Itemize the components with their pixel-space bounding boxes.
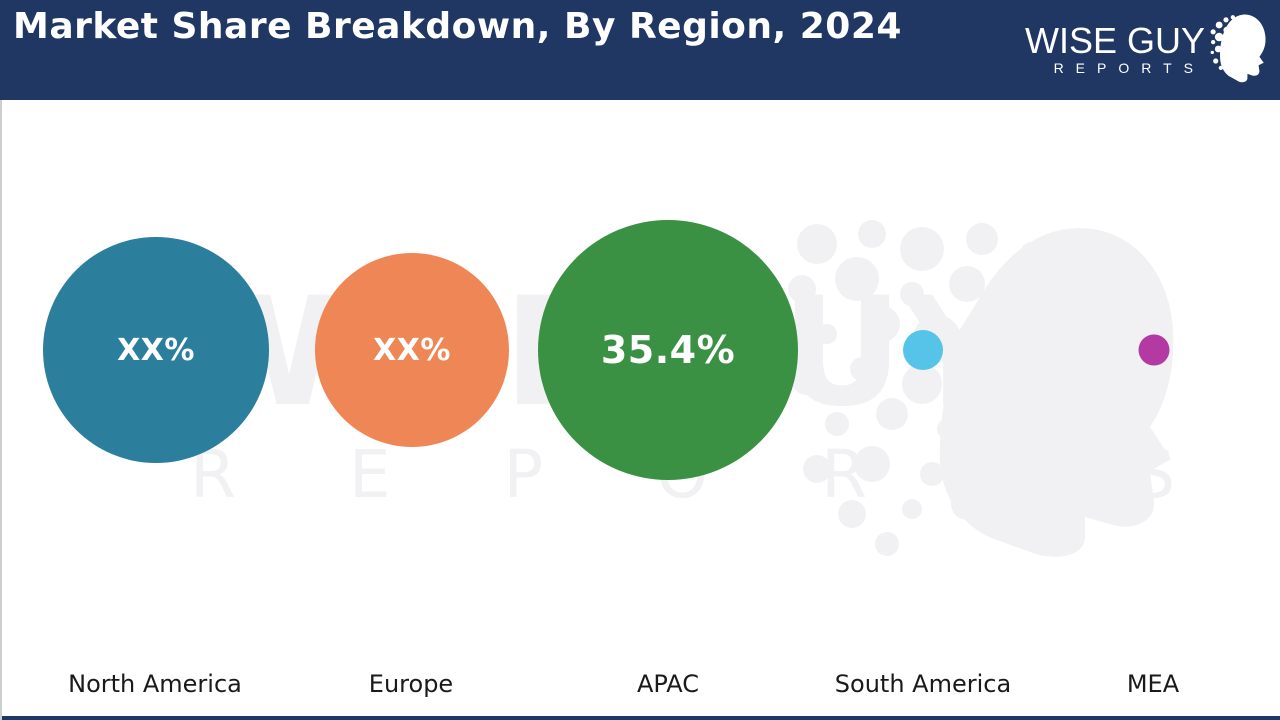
category-label-europe: Europe <box>368 670 454 698</box>
bubble-value-label: 35.4% <box>600 328 736 372</box>
category-label-north-america: North America <box>68 670 242 698</box>
header: Market Share Breakdown, By Region, 2024 … <box>0 0 1280 100</box>
category-label-mea: MEA <box>1126 670 1180 698</box>
category-label-south-america: South America <box>834 670 1012 698</box>
bubble-apac: 35.4% <box>538 220 798 480</box>
bubble-value-label: XX% <box>373 332 451 368</box>
bubble-north-america: XX% <box>43 237 269 463</box>
bottom-accent-bar <box>2 716 1280 720</box>
logo-wordmark-line2: REPORTS <box>1053 60 1205 77</box>
bubble-europe: XX% <box>315 253 509 447</box>
logo-wordmark-line1: WISE GUY <box>1024 19 1205 61</box>
category-label-apac: APAC <box>636 670 700 698</box>
bubble-south-america <box>903 330 943 370</box>
bubble-value-label: XX% <box>117 332 195 368</box>
wise-guy-reports-logo: WISE GUY REPORTS <box>1025 8 1268 90</box>
logo-face-icon <box>1210 14 1266 83</box>
logo-wordmark: WISE GUY REPORTS <box>1024 19 1205 77</box>
page-title: Market Share Breakdown, By Region, 2024 <box>13 6 902 47</box>
watermark-face-icon <box>788 220 1174 557</box>
bubble-mea <box>1138 334 1170 366</box>
bubble-chart: WISE GUY R E P O R T S XX% <box>0 100 1280 720</box>
